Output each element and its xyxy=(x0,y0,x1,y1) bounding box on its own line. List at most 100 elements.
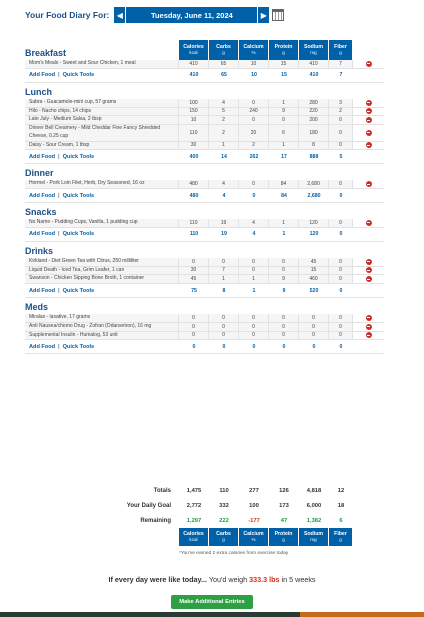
meal-title: Drinks xyxy=(25,245,54,256)
food-entry-name[interactable]: Dinner Bell Creamery - Mild Cheddar Fine… xyxy=(25,125,179,141)
remove-icon[interactable] xyxy=(365,314,372,321)
previous-day-button[interactable]: ◀ xyxy=(114,7,126,23)
meal-section-breakfast: Breakfast Calories kcal Carbs g Calcium% Prote… xyxy=(25,40,384,83)
food-entry-name[interactable]: Hilo - Nacho chips, 14 chips xyxy=(25,107,179,116)
remaining-row: Remaining 1,297 222 -177 47 1,382 6 xyxy=(25,513,384,528)
column-name: Fiber xyxy=(334,43,347,50)
delete-entry-button[interactable] xyxy=(353,60,384,68)
meal-title: Lunch xyxy=(25,86,52,97)
food-entry-value: 0 xyxy=(179,314,209,322)
remove-icon[interactable] xyxy=(365,276,372,283)
delete-entry-button[interactable] xyxy=(353,108,384,116)
quick-tools-link[interactable]: Quick Tools xyxy=(62,231,95,238)
meal-action-links: Add Food | Quick Tools xyxy=(25,231,179,237)
quick-tools-link[interactable]: Quick Tools xyxy=(62,343,95,350)
food-entry-value: 0 xyxy=(239,331,269,340)
remove-icon[interactable] xyxy=(365,142,372,149)
add-food-link[interactable]: Add Food xyxy=(29,72,56,79)
food-entry-name[interactable]: Late July - Medium Salsa, 2 tbsp xyxy=(25,116,179,124)
food-entry-value: 0 xyxy=(269,116,299,124)
meal-total-value: 410 xyxy=(189,72,199,79)
next-day-button[interactable]: ▶ xyxy=(258,7,270,23)
goal-carbs: 332 xyxy=(219,502,229,509)
food-entry-name[interactable]: Mom's Meals - Sweet and Sour Chicken, 1 … xyxy=(25,60,179,68)
add-food-link[interactable]: Add Food xyxy=(29,153,56,160)
food-entry-name[interactable]: Anti Nausea/chemo Drug - Zofran (Odanset… xyxy=(25,322,179,331)
column-header-calcium: Calcium% xyxy=(239,528,269,546)
weight-projection: If every day were like today... You'd we… xyxy=(0,575,424,584)
calendar-icon[interactable] xyxy=(272,9,285,21)
goal-label: Your Daily Goal xyxy=(126,502,171,509)
food-entry-value: 0 xyxy=(329,141,353,150)
remove-icon[interactable] xyxy=(365,60,372,67)
food-entry-value: 0 xyxy=(239,98,269,107)
food-entry-value: 0 xyxy=(329,322,353,331)
link-separator: | xyxy=(58,287,60,294)
add-food-link[interactable]: Add Food xyxy=(29,287,56,294)
column-header-calcium: Calcium% xyxy=(239,40,269,60)
food-entry-name[interactable]: Supplemental Insulin - Humalog, 53 unit xyxy=(25,331,179,340)
remaining-fiber: 6 xyxy=(339,517,343,524)
food-entry-name[interactable]: Daisy - Sour Cream, 1 tbsp xyxy=(25,141,179,150)
food-entry-name[interactable]: Miralax - laxative, 17 grams xyxy=(25,314,179,322)
make-additional-entries-button[interactable]: Make Additional Entries xyxy=(171,595,253,609)
food-entry-value: 0 xyxy=(269,322,299,331)
delete-entry-button[interactable] xyxy=(353,219,384,227)
food-entry-value: 20 xyxy=(239,125,269,141)
quick-tools-link[interactable]: Quick Tools xyxy=(62,192,95,199)
delete-entry-button[interactable] xyxy=(353,332,384,340)
food-entry-name[interactable]: Liquid Death - Iced Tea, Grim Leafer, 1 … xyxy=(25,266,179,275)
column-header-carbs: Carbs g xyxy=(209,40,239,60)
remove-icon[interactable] xyxy=(365,117,372,124)
date-navigator: ◀ Tuesday, June 11, 2024 ▶ xyxy=(114,7,285,23)
meal-title: Dinner xyxy=(25,168,54,179)
delete-entry-button[interactable] xyxy=(353,142,384,150)
delete-entry-button[interactable] xyxy=(353,323,384,331)
delete-entry-button[interactable] xyxy=(353,275,384,283)
add-food-link[interactable]: Add Food xyxy=(29,343,56,350)
delete-entry-button[interactable] xyxy=(353,258,384,266)
meal-total-value: 4 xyxy=(252,231,256,238)
remove-icon[interactable] xyxy=(365,323,372,330)
food-entry-value: 180 xyxy=(299,125,329,141)
food-entry-value: 0 xyxy=(209,314,239,322)
food-entry-value: 15 xyxy=(299,266,329,275)
food-entry-name[interactable]: Sabra - Guacamole-mini cup, 57 grams xyxy=(25,98,179,107)
footer-header-spacer xyxy=(25,528,179,546)
delete-entry-button[interactable] xyxy=(353,180,384,188)
projected-weight: 333.3 lbs xyxy=(249,575,280,584)
food-entry-row: Late July - Medium Salsa, 2 tbsp 10 2 0 0 200… xyxy=(25,116,384,125)
column-unit: kcal xyxy=(189,537,198,543)
meal-totals-row: Add Food | Quick Tools 110 19 4 1 120 0 xyxy=(25,228,384,242)
remove-icon[interactable] xyxy=(365,129,372,136)
column-unit: % xyxy=(251,50,256,56)
delete-entry-button[interactable] xyxy=(353,267,384,275)
remove-icon[interactable] xyxy=(365,181,372,188)
delete-entry-button[interactable] xyxy=(353,314,384,322)
quick-tools-link[interactable]: Quick Tools xyxy=(62,287,95,294)
add-food-link[interactable]: Add Food xyxy=(29,231,56,238)
food-entry-name[interactable]: Kirkland - Diet Green Tea with Citrus, 2… xyxy=(25,257,179,266)
remove-icon[interactable] xyxy=(365,332,372,339)
delete-entry-button[interactable] xyxy=(353,116,384,124)
footer-column-headers: Calories kcal Carbs g Calcium% Protein g Sodium… xyxy=(25,528,384,546)
food-entry-name[interactable]: No Name - Pudding Cups, Vanilla, 1 puddi… xyxy=(25,219,179,227)
remove-icon[interactable] xyxy=(365,219,372,226)
delete-entry-button[interactable] xyxy=(353,125,384,141)
food-entry-name[interactable]: Swanson - Chicken Sipping Bone Broth, 1 … xyxy=(25,275,179,283)
quick-tools-link[interactable]: Quick Tools xyxy=(62,153,95,160)
add-food-link[interactable]: Add Food xyxy=(29,192,56,199)
remove-icon[interactable] xyxy=(365,99,372,106)
food-entry-name[interactable]: Hormel - Pork Loin Filet, Herb, Dry Seas… xyxy=(25,180,179,188)
food-entry-value: 10 xyxy=(239,60,269,68)
total-protein: 126 xyxy=(279,487,289,494)
food-entry-row: Liquid Death - Iced Tea, Grim Leafer, 1 … xyxy=(25,266,384,276)
remove-icon[interactable] xyxy=(365,267,372,274)
food-entry-value: 0 xyxy=(269,257,299,266)
remove-icon[interactable] xyxy=(365,108,372,115)
quick-tools-link[interactable]: Quick Tools xyxy=(62,72,95,79)
food-entry-value: 1 xyxy=(269,98,299,107)
remove-icon[interactable] xyxy=(365,258,372,265)
delete-entry-button[interactable] xyxy=(353,99,384,107)
food-entry-value: 2 xyxy=(329,107,353,116)
